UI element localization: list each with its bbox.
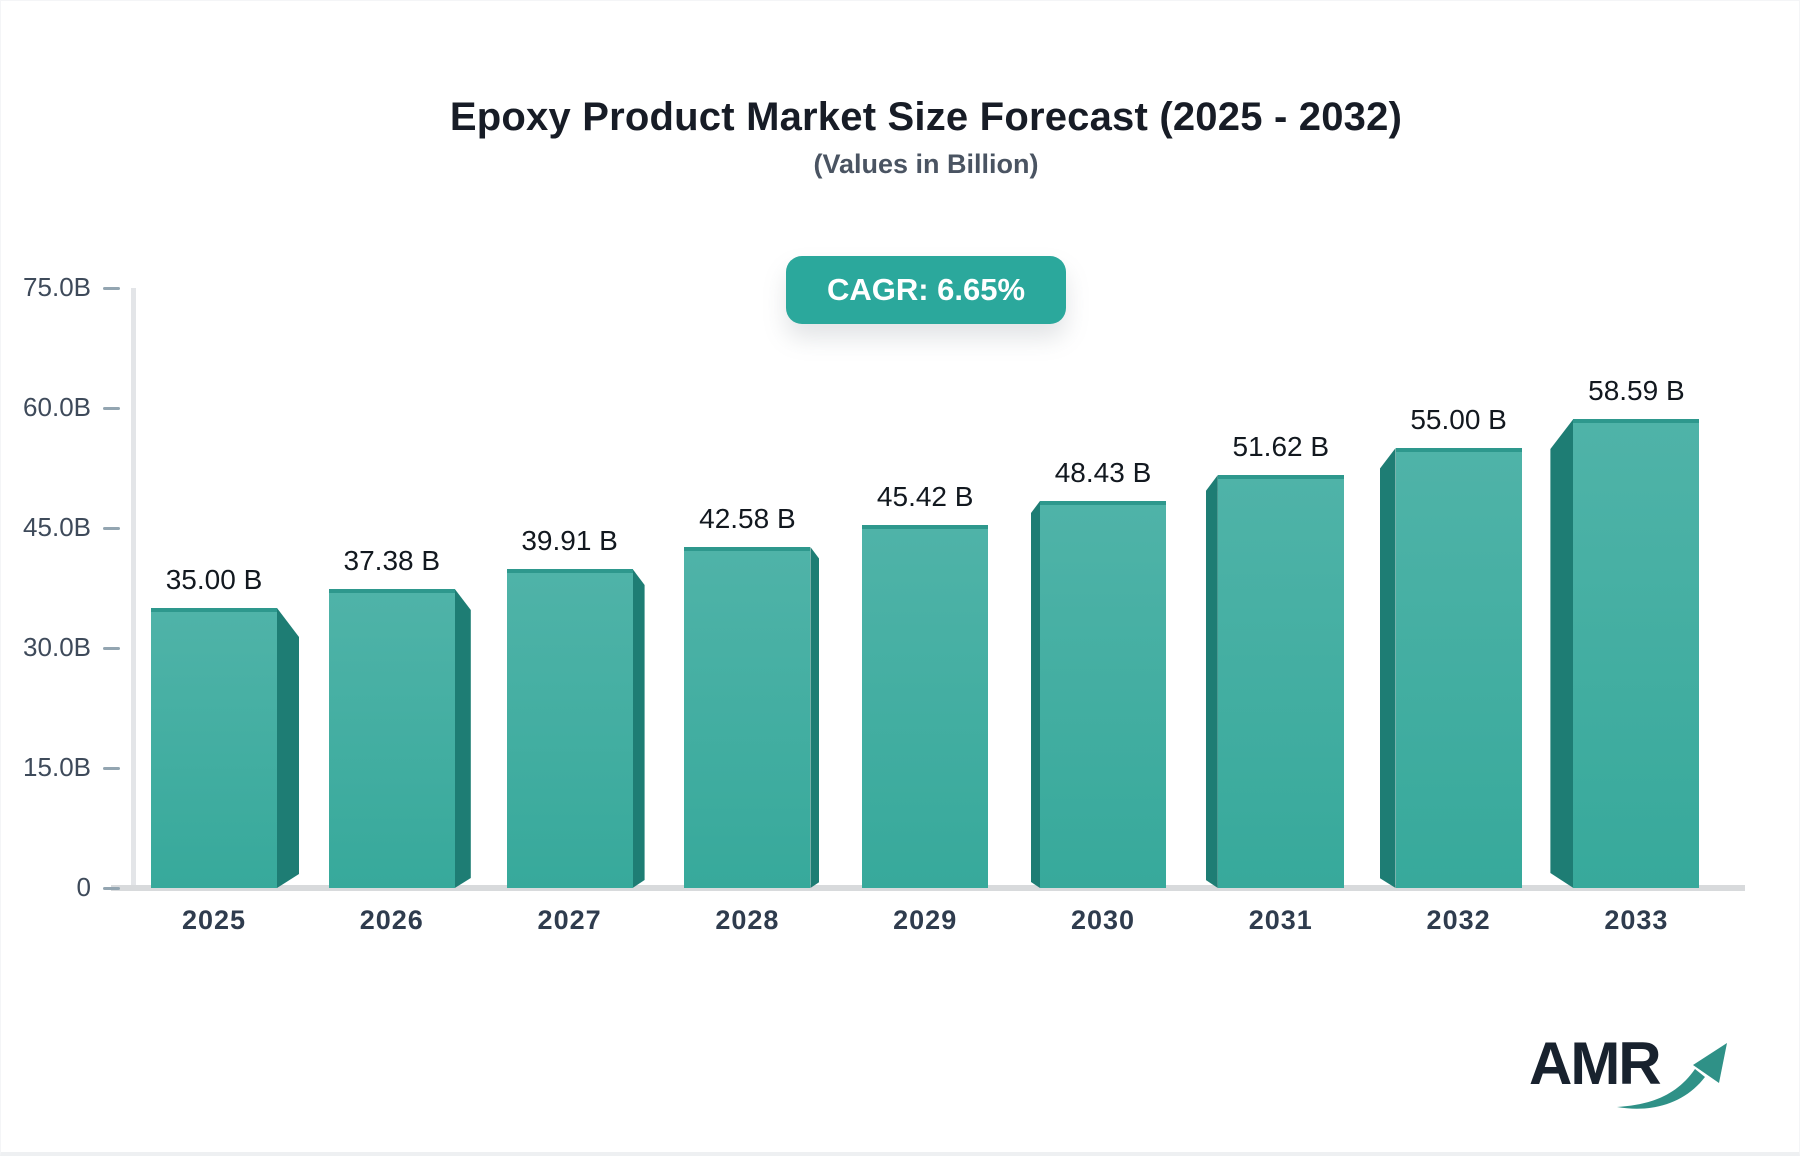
- cagr-badge: CAGR: 6.65%: [786, 256, 1066, 324]
- bar-2029: [862, 525, 989, 888]
- x-axis-label-2027: 2027: [537, 905, 602, 935]
- y-axis-tick-mark: [103, 767, 120, 770]
- y-axis-tick-mark: [103, 407, 120, 410]
- y-axis-tick-mark: [103, 527, 120, 530]
- y-axis-line: [131, 288, 136, 889]
- y-axis-tick-mark: [103, 287, 120, 290]
- bar-side-face-2028: [810, 547, 819, 888]
- y-axis-tick-label: 45.0B: [23, 512, 91, 542]
- bar-2026: [328, 589, 455, 888]
- bar-2030: [1040, 501, 1166, 888]
- bar-value-label: 58.59 B: [1588, 375, 1685, 406]
- y-axis-tick-label: 75.0B: [23, 272, 91, 302]
- bar-2031: [1217, 475, 1344, 888]
- amr-logo-text: AMR: [1529, 1030, 1662, 1097]
- x-axis-label-2030: 2030: [1070, 905, 1136, 935]
- chart-subtitle: (Values in Billion): [813, 149, 1039, 179]
- x-axis-label-2029: 2029: [893, 905, 958, 935]
- y-axis-tick-mark: [103, 887, 120, 890]
- x-axis-label-2025: 2025: [181, 905, 247, 935]
- bar-side-face-2033: [1550, 419, 1573, 888]
- bar-side-face-2030: [1031, 501, 1040, 888]
- y-axis-tick-label: 30.0B: [23, 632, 91, 662]
- y-axis-tick-label: 0: [76, 872, 91, 902]
- bar-2033: [1573, 419, 1700, 888]
- bar-2032: [1395, 448, 1522, 888]
- x-axis-label-2033: 2033: [1604, 905, 1669, 935]
- x-axis-label-2032: 2032: [1426, 905, 1491, 935]
- bar-side-face-2026: [455, 589, 471, 888]
- bar-side-face-2027: [633, 569, 645, 888]
- y-axis-tick-mark: [103, 647, 120, 650]
- cagr-badge-label: CAGR: 6.65%: [826, 272, 1026, 307]
- bar-side-face-2025: [277, 608, 299, 888]
- bar-side-face-2031: [1206, 475, 1218, 888]
- x-axis-baseline: [111, 885, 1745, 891]
- bar-value-label: 39.91 B: [521, 525, 618, 556]
- bar-value-label: 51.62 B: [1232, 431, 1330, 462]
- bar-2025: [151, 608, 277, 888]
- bar-value-label: 35.00 B: [165, 564, 263, 595]
- bar-value-label: 37.38 B: [343, 545, 441, 576]
- trending-up-arrow-icon: [1617, 1043, 1727, 1109]
- bar-value-label: 45.42 B: [876, 481, 974, 512]
- bar-value-label: 48.43 B: [1054, 457, 1152, 488]
- chart-title: Epoxy Product Market Size Forecast (2025…: [449, 95, 1403, 139]
- bar-side-face-2032: [1380, 448, 1396, 888]
- x-axis-label-2031: 2031: [1248, 905, 1313, 935]
- bar-2028: [684, 547, 811, 888]
- amr-logo: AMR: [1529, 1029, 1739, 1119]
- y-axis-tick-label: 15.0B: [23, 752, 91, 782]
- bar-2027: [506, 569, 633, 888]
- y-axis-tick-label: 60.0B: [23, 392, 91, 422]
- x-axis-label-2028: 2028: [715, 905, 780, 935]
- bar-value-label: 42.58 B: [699, 503, 796, 534]
- bar-value-label: 55.00 B: [1410, 404, 1507, 435]
- x-axis-label-2026: 2026: [359, 905, 424, 935]
